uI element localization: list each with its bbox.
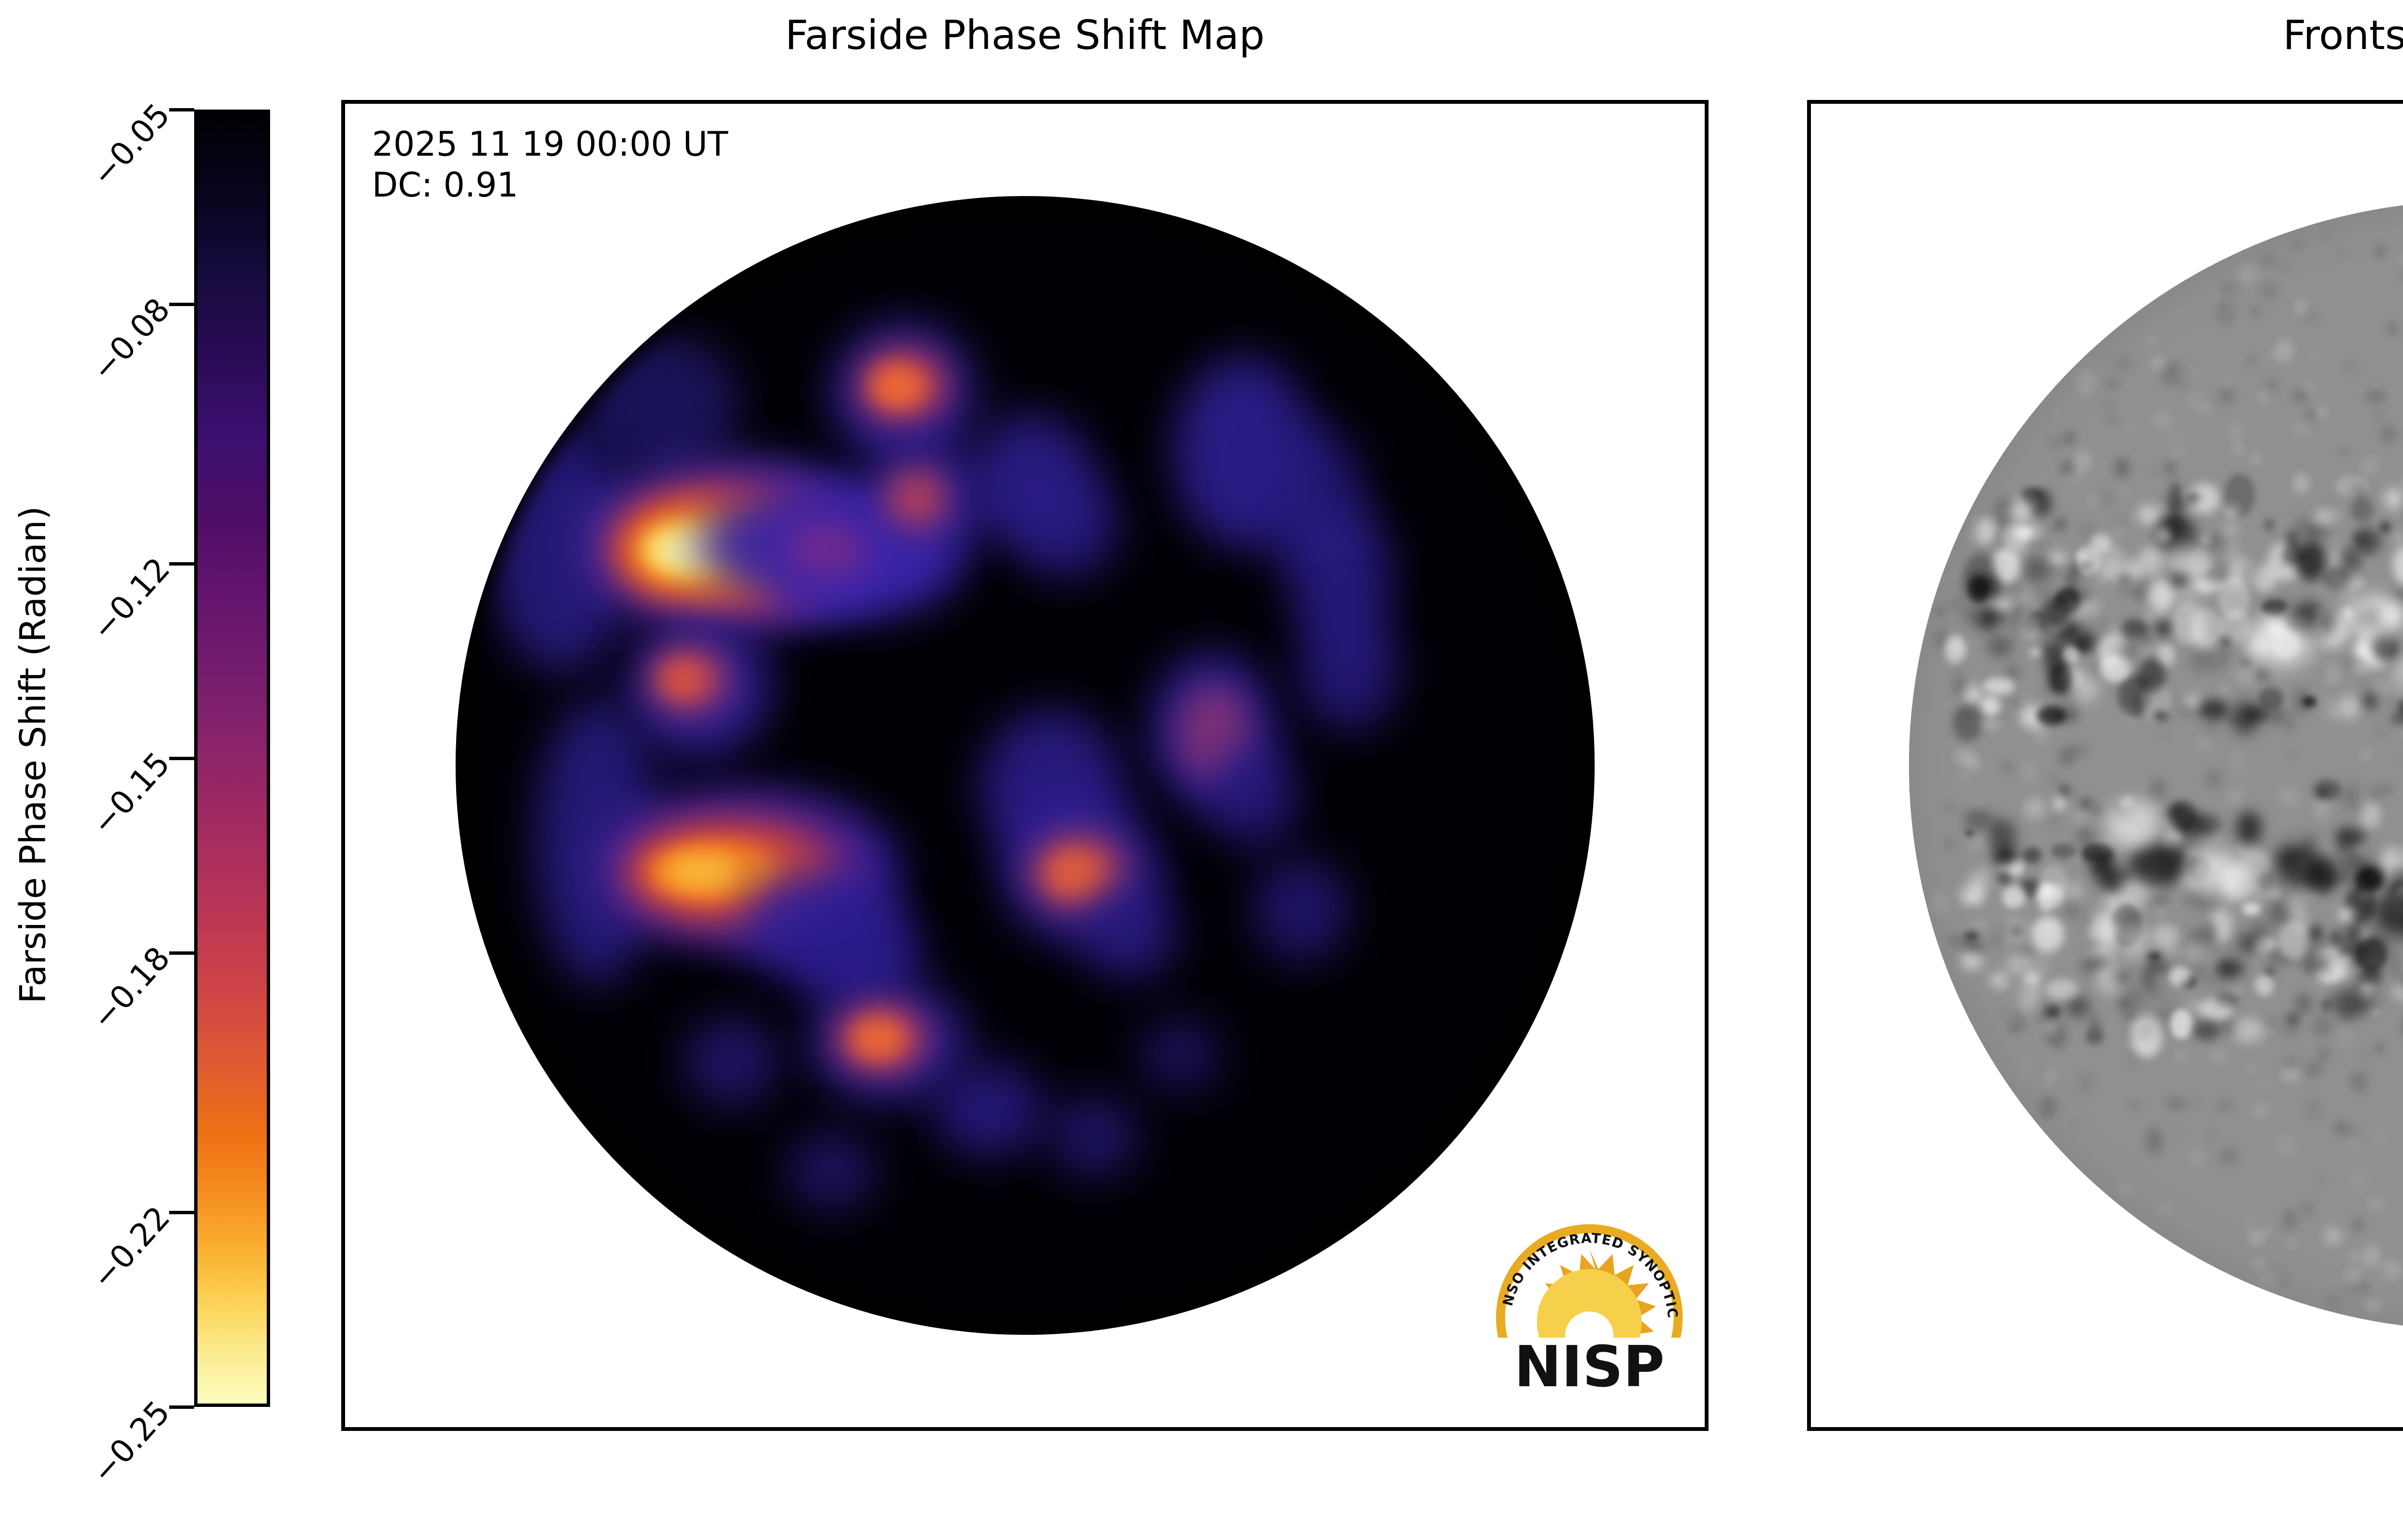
colorbar-tick-label: −0.12 bbox=[40, 551, 177, 697]
nisp-wordmark: NISP bbox=[1514, 1334, 1664, 1400]
colorbar-tick-label: −0.25 bbox=[40, 1394, 177, 1540]
colorbar-tick-label: −0.15 bbox=[40, 745, 177, 891]
colorbar-tick-mark bbox=[169, 757, 194, 760]
nisp-logo: NISP NSO INTEGRATED SYNOPTIC PROGRAM bbox=[1488, 1217, 1690, 1418]
colorbar-tick-mark bbox=[169, 303, 194, 306]
panel-title-farside: Farside Phase Shift Map bbox=[341, 12, 1709, 59]
colorbar-tick-mark bbox=[169, 951, 194, 955]
nisp-logo-svg: NISP NSO INTEGRATED SYNOPTIC PROGRAM bbox=[1488, 1217, 1690, 1418]
panel-frontside-mag-map: NISP NSO INTEGRATED SYNOPTIC PROGRAM bbox=[1807, 100, 2403, 1431]
panel-farside-phase-shift: 2025 11 19 00:00 UT DC: 0.91 NISP NSO IN… bbox=[341, 100, 1709, 1431]
colorbar-tick-mark bbox=[169, 562, 194, 566]
colorbar-tick-mark bbox=[169, 1405, 194, 1409]
observation-timestamp: 2025 11 19 00:00 UT bbox=[372, 124, 728, 165]
colorbar-tick-mark bbox=[169, 1211, 194, 1214]
colorbar-tick-label: −0.05 bbox=[40, 97, 177, 243]
panel-title-frontside: Frontside Mag Map bbox=[1807, 12, 2403, 59]
colorbar-tick-label: −0.18 bbox=[40, 940, 177, 1086]
colorbar-tick-label: −0.22 bbox=[40, 1199, 177, 1345]
colorbar-gradient bbox=[194, 110, 270, 1407]
farside-annotations: 2025 11 19 00:00 UT DC: 0.91 bbox=[372, 124, 728, 206]
duty-cycle-label: DC: 0.91 bbox=[372, 165, 728, 206]
farside-limb-darkening bbox=[456, 196, 1595, 1335]
colorbar-tick-label: −0.08 bbox=[40, 291, 177, 437]
colorbar-axis-label: Farside Phase Shift (Radian) bbox=[12, 106, 54, 1404]
colorbar-tick-mark bbox=[169, 108, 194, 111]
frontside-solar-disk bbox=[1909, 201, 2403, 1330]
frontside-limb-shading bbox=[1909, 201, 2403, 1330]
colorbar-group: Farside Phase Shift (Radian) −0.05 −0.08 −… bbox=[0, 0, 298, 1519]
farside-solar-disk bbox=[456, 196, 1595, 1335]
